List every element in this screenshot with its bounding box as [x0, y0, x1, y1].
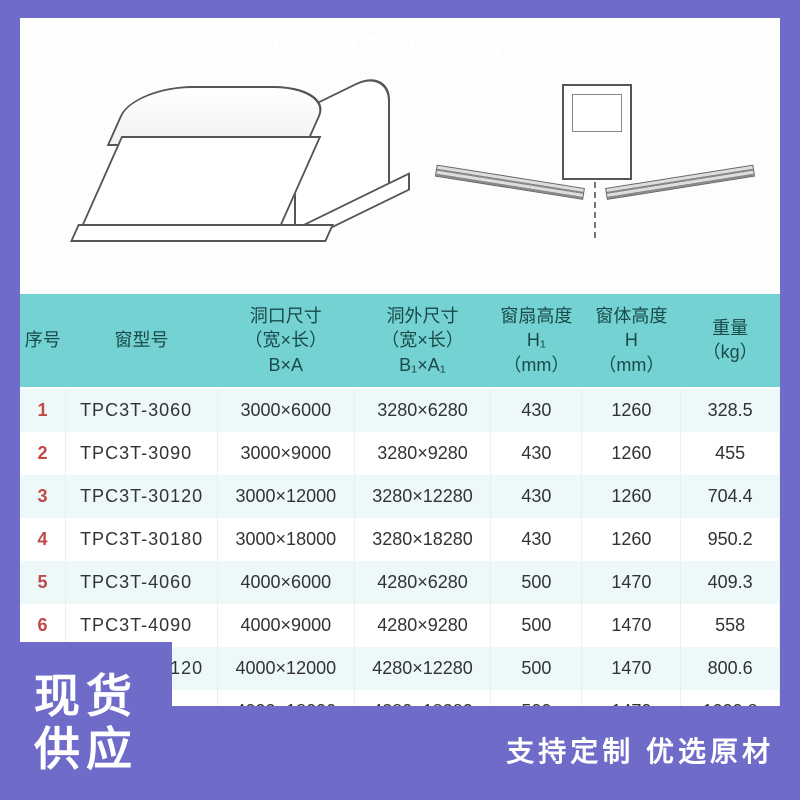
cell-h1: 430 — [491, 432, 582, 475]
table-row: 6TPC3T-40904000×90004280×92805001470558 — [20, 604, 780, 647]
cell-idx: 5 — [20, 561, 66, 604]
cell-model: TPC3T-30180 — [66, 518, 218, 561]
table-row: 4TPC3T-301803000×180003280×1828043012609… — [20, 518, 780, 561]
cell-outer: 3280×18280 — [354, 518, 491, 561]
cell-hole: 3000×12000 — [217, 475, 354, 518]
cell-idx: 1 — [20, 388, 66, 432]
cell-idx: 4 — [20, 518, 66, 561]
cell-idx: 2 — [20, 432, 66, 475]
cell-hole: 4000×6000 — [217, 561, 354, 604]
cell-outer: 4280×9280 — [354, 604, 491, 647]
top-banner-sub: ——·—— — [0, 66, 800, 84]
col-header: 洞口尺寸（宽×长）B×A — [217, 294, 354, 388]
cell-outer: 3280×9280 — [354, 432, 491, 475]
cell-outer: 4280×6280 — [354, 561, 491, 604]
table-header-row: 序号窗型号洞口尺寸（宽×长）B×A洞外尺寸（宽×长）B₁×A₁窗扇高度H₁（mm… — [20, 294, 780, 388]
stock-badge: 现货 供应 — [0, 642, 172, 800]
cell-model: TPC3T-4060 — [66, 561, 218, 604]
cell-h: 1260 — [582, 475, 681, 518]
bottom-tag: 支持定制 优选原材 — [506, 730, 774, 770]
frame-top — [0, 0, 800, 18]
cell-h1: 500 — [491, 604, 582, 647]
top-banner-title: 快捷物流 厂家货源 — [0, 24, 800, 68]
cell-hole: 4000×12000 — [217, 647, 354, 690]
table-row: 3TPC3T-301203000×120003280×1228043012607… — [20, 475, 780, 518]
cell-idx: 3 — [20, 475, 66, 518]
cell-h1: 500 — [491, 647, 582, 690]
cell-model: TPC3T-3060 — [66, 388, 218, 432]
frame-right — [780, 0, 800, 800]
cell-hole: 4000×9000 — [217, 604, 354, 647]
cell-outer: 3280×12280 — [354, 475, 491, 518]
cell-w: 800.6 — [681, 647, 780, 690]
col-header: 窗体高度H（mm） — [582, 294, 681, 388]
cell-hole: 3000×9000 — [217, 432, 354, 475]
skylight-cross-section — [440, 78, 750, 248]
col-header: 窗扇高度H₁（mm） — [491, 294, 582, 388]
cell-hole: 3000×6000 — [217, 388, 354, 432]
cell-h: 1260 — [582, 518, 681, 561]
cell-h: 1470 — [582, 604, 681, 647]
cell-w: 409.3 — [681, 561, 780, 604]
col-header: 序号 — [20, 294, 66, 388]
cell-h: 1260 — [582, 432, 681, 475]
cell-w: 328.5 — [681, 388, 780, 432]
cell-model: TPC3T-30120 — [66, 475, 218, 518]
stock-line2: 供应 — [34, 723, 138, 776]
cell-model: TPC3T-4090 — [66, 604, 218, 647]
skylight-3d-diagram — [80, 78, 400, 278]
stock-line1: 现货 — [34, 670, 138, 723]
cell-w: 558 — [681, 604, 780, 647]
cell-idx: 6 — [20, 604, 66, 647]
col-header: 洞外尺寸（宽×长）B₁×A₁ — [354, 294, 491, 388]
cell-h1: 430 — [491, 388, 582, 432]
table-row: 5TPC3T-40604000×60004280×62805001470409.… — [20, 561, 780, 604]
cell-h1: 430 — [491, 518, 582, 561]
cell-w: 455 — [681, 432, 780, 475]
cell-w: 950.2 — [681, 518, 780, 561]
cell-hole: 3000×18000 — [217, 518, 354, 561]
cell-outer: 4280×12280 — [354, 647, 491, 690]
cell-outer: 3280×6280 — [354, 388, 491, 432]
cell-w: 704.4 — [681, 475, 780, 518]
cell-h: 1260 — [582, 388, 681, 432]
col-header: 窗型号 — [66, 294, 218, 388]
cell-h1: 500 — [491, 561, 582, 604]
table-row: 1TPC3T-30603000×60003280×62804301260328.… — [20, 388, 780, 432]
cell-h1: 430 — [491, 475, 582, 518]
cell-model: TPC3T-3090 — [66, 432, 218, 475]
table-row: 2TPC3T-30903000×90003280×92804301260455 — [20, 432, 780, 475]
col-header: 重量（kg） — [681, 294, 780, 388]
cell-h: 1470 — [582, 647, 681, 690]
cell-h: 1470 — [582, 561, 681, 604]
